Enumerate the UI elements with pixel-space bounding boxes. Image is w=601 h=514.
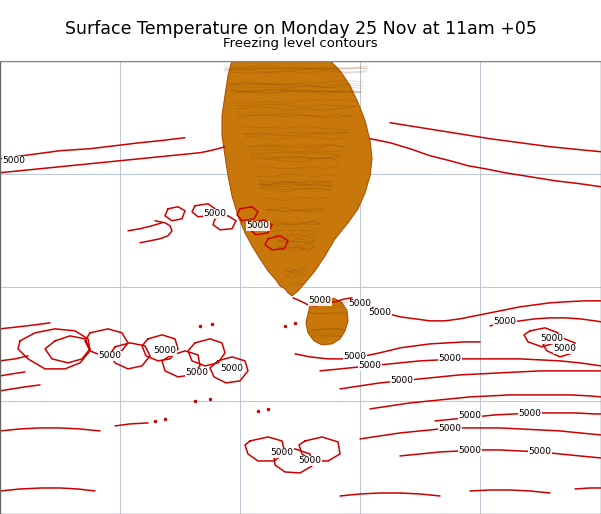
Text: 5000: 5000 — [221, 364, 243, 373]
Text: 5000: 5000 — [493, 317, 516, 326]
Text: 5000: 5000 — [246, 222, 269, 230]
Text: 5000: 5000 — [349, 299, 371, 308]
Text: 5000: 5000 — [519, 410, 542, 418]
Text: 5000: 5000 — [368, 308, 391, 317]
Text: 5000: 5000 — [308, 297, 332, 305]
Text: 5000: 5000 — [359, 361, 382, 371]
Text: 5000: 5000 — [554, 344, 576, 353]
Text: 5000: 5000 — [2, 156, 25, 165]
Text: 5000: 5000 — [344, 353, 367, 361]
Text: 5000: 5000 — [540, 335, 564, 343]
Text: 5000: 5000 — [270, 448, 293, 457]
Text: Freezing level contours: Freezing level contours — [223, 37, 378, 50]
Text: 5000: 5000 — [99, 352, 121, 360]
Polygon shape — [222, 61, 372, 296]
Text: 5000: 5000 — [459, 447, 481, 455]
Text: 5000: 5000 — [459, 411, 481, 420]
Text: 5000: 5000 — [528, 448, 552, 456]
Polygon shape — [306, 298, 348, 345]
Text: 5000: 5000 — [204, 209, 227, 218]
Text: 5000: 5000 — [439, 425, 462, 433]
Text: 5000: 5000 — [391, 376, 413, 386]
Text: Surface Temperature on Monday 25 Nov at 11am +05: Surface Temperature on Monday 25 Nov at … — [64, 20, 537, 38]
Text: 5000: 5000 — [153, 346, 177, 355]
Text: 5000: 5000 — [186, 369, 209, 377]
Text: 5000: 5000 — [299, 456, 322, 466]
Text: 5000: 5000 — [439, 354, 462, 363]
